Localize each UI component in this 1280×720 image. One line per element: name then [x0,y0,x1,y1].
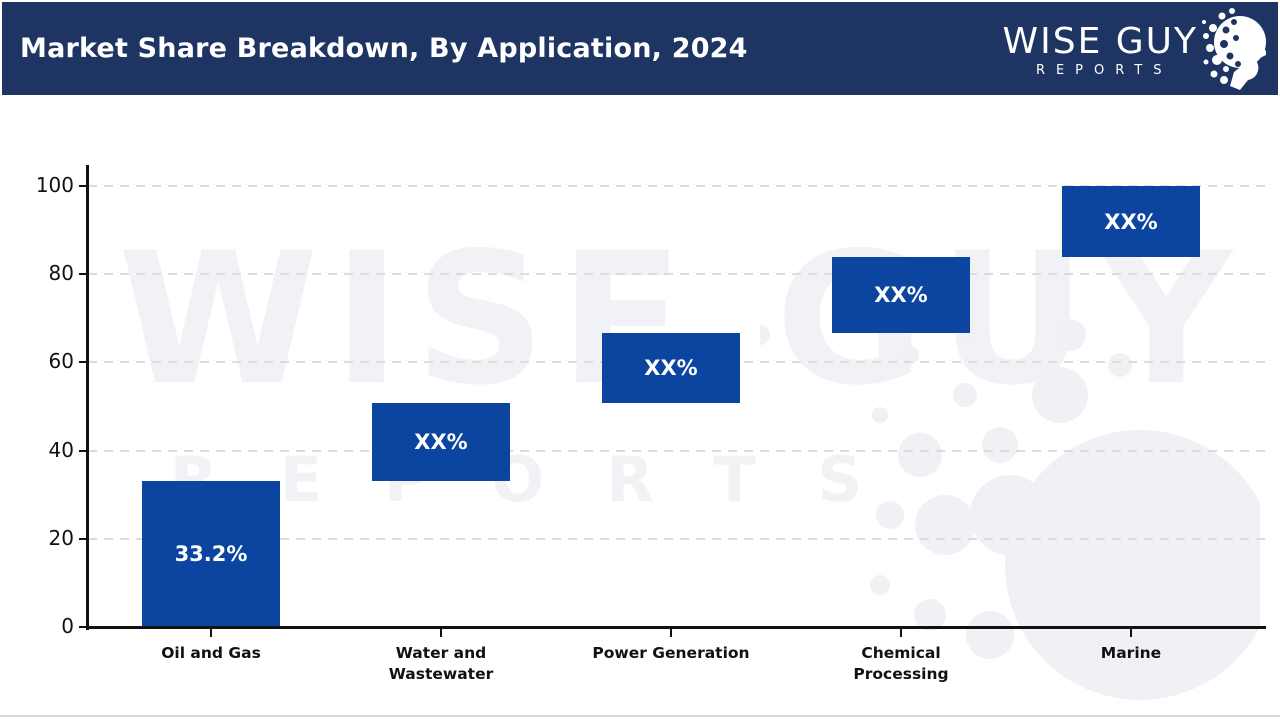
y-tick-mark-0 [79,626,88,628]
bar-0: 33.2% [142,480,280,627]
y-axis-line [86,165,89,630]
x-tick-mark-1 [440,629,442,637]
gridline-20 [88,537,1266,540]
x-category-label-3: Chemical Processing [853,644,949,683]
x-tick-mark-0 [210,629,212,637]
y-tick-label-40: 40 [48,437,74,462]
bar-value-label: XX% [414,429,468,454]
brand-name: WISE GUY [1002,20,1198,62]
y-tick-label-80: 80 [48,261,74,286]
waterfall-chart: WISE GUY REPORTS 0 20 40 60 80 100 33.2% XX% XX%… [0,95,1280,715]
brand-logo-text: WISE GUY REPORTS [1002,20,1199,79]
bar-value-label: XX% [874,282,928,307]
bar-4: XX% [1062,186,1200,257]
y-tick-label-60: 60 [48,349,74,374]
bar-value-label: 33.2% [174,541,248,566]
y-tick-mark-20 [79,537,88,540]
bottom-divider [0,715,1280,717]
bar-value-label: XX% [1104,209,1158,234]
y-tick-label-0: 0 [61,614,74,638]
bar-3: XX% [832,257,970,333]
x-tick-mark-3 [900,629,902,637]
watermark-text-line2: REPORTS [170,443,925,516]
bar-value-label: XX% [644,355,698,380]
bar-1: XX% [372,402,510,481]
x-category-label-4: Marine [1100,644,1162,662]
y-tick-label-20: 20 [48,525,74,550]
x-axis-line [86,626,1266,629]
gridline-40 [88,449,1266,452]
x-tick-mark-2 [670,629,672,637]
brand-logo: WISE GUY REPORTS [1002,6,1268,94]
x-tick-mark-4 [1130,629,1132,637]
gridline-100 [88,185,1266,187]
y-tick-mark-40 [79,449,88,452]
gridline-80 [88,273,1266,276]
brand-subtitle: REPORTS [1035,62,1173,78]
head-profile-icon [1200,6,1268,94]
y-tick-label-100: 100 [35,173,74,197]
bar-2: XX% [602,332,740,403]
watermark-head-dots [750,215,1275,719]
x-category-label-1: Water and Wastewater [388,644,494,683]
x-category-label-0: Oil and Gas [161,644,261,662]
y-tick-mark-100 [79,185,88,187]
x-category-label-2: Power Generation [592,644,750,662]
y-tick-mark-60 [79,361,88,364]
page-title: Market Share Breakdown, By Application, … [20,33,748,64]
y-tick-mark-80 [79,273,88,276]
header-bar: Market Share Breakdown, By Application, … [2,2,1278,95]
